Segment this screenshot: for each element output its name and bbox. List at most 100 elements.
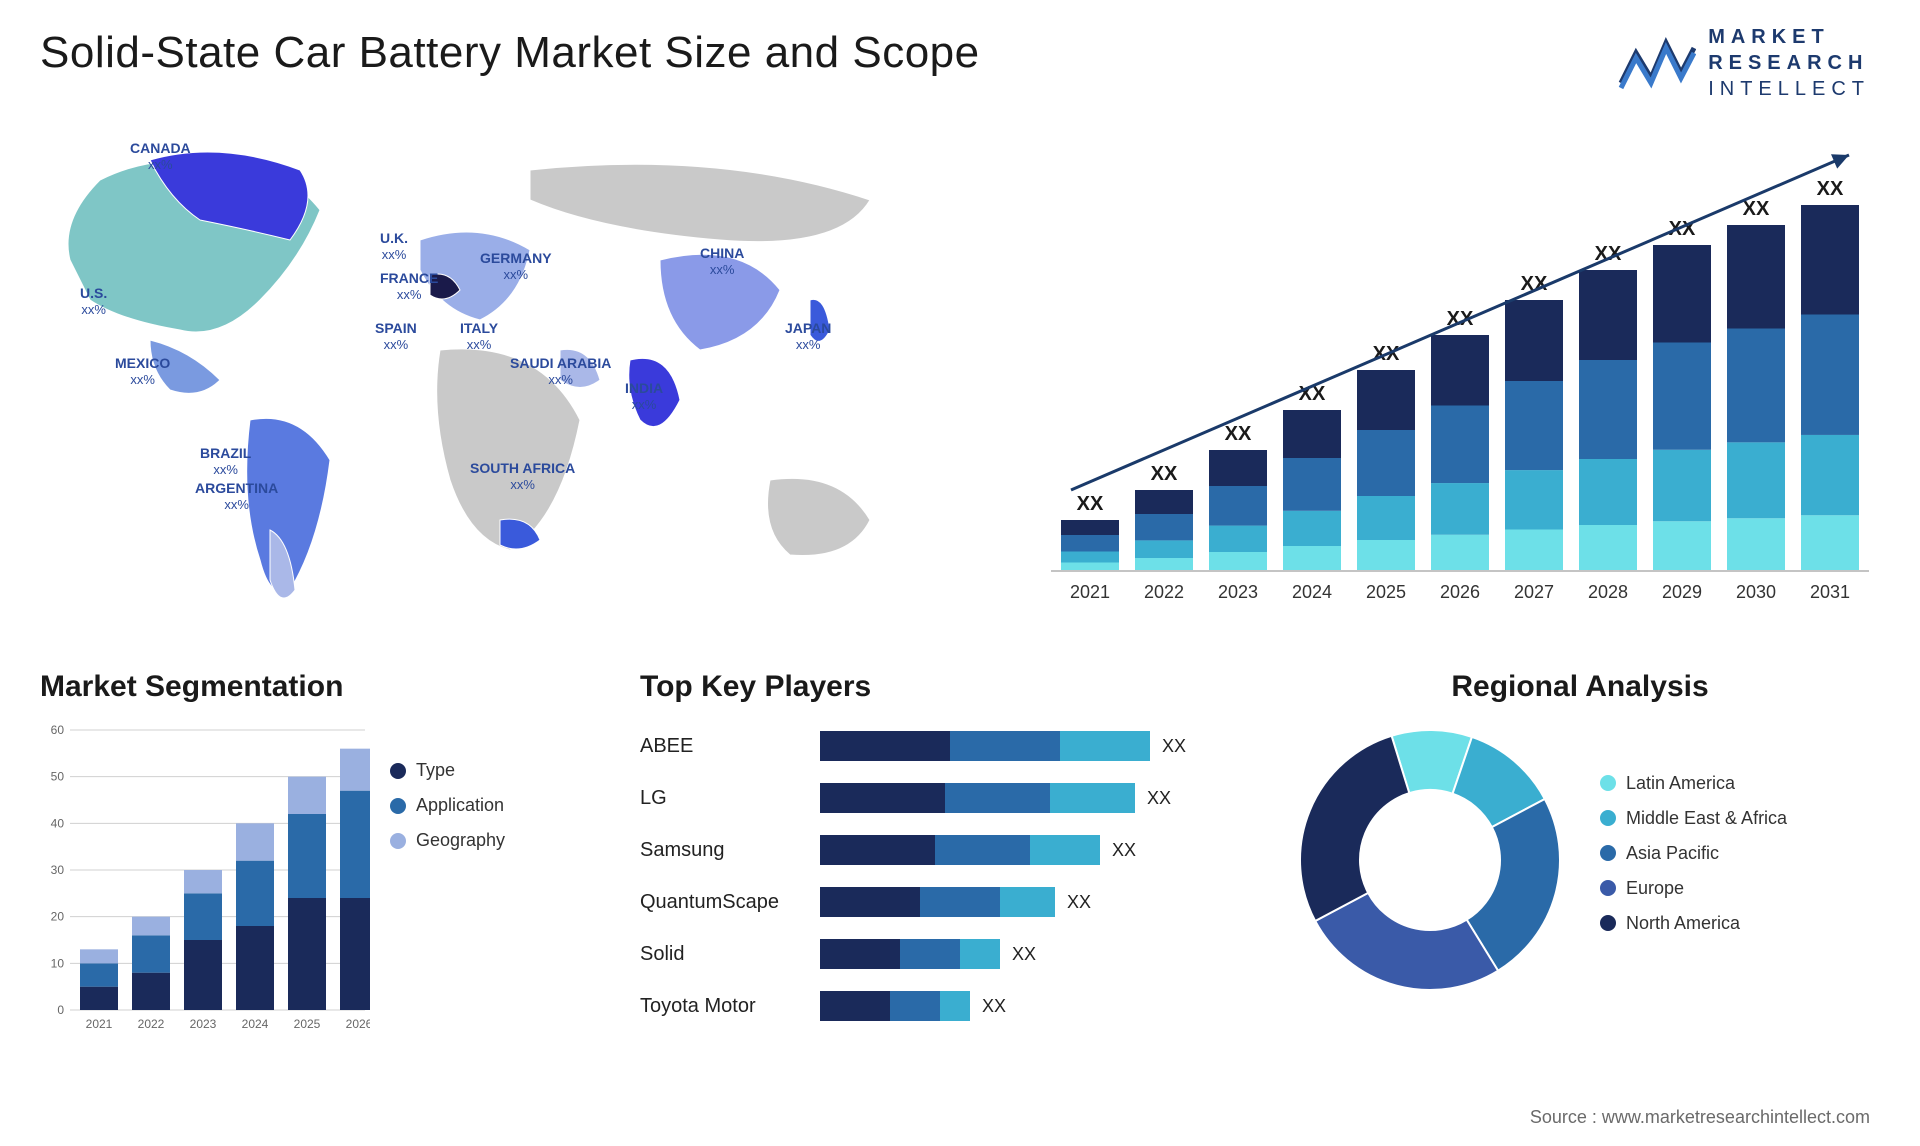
- svg-text:20: 20: [51, 910, 65, 924]
- big-bar-label: XX: [1743, 198, 1770, 220]
- regional-section: Regional Analysis Latin AmericaMiddle Ea…: [1290, 670, 1870, 1000]
- player-name: QuantumScape: [640, 891, 820, 914]
- player-value: XX: [1112, 840, 1136, 861]
- map-label-spain: SPAINxx%: [375, 320, 417, 352]
- big-bar-seg: [1061, 563, 1119, 571]
- map-label-us: U.S.xx%: [80, 285, 107, 317]
- map-region-australia: [768, 478, 871, 555]
- big-bar-year: 2022: [1144, 582, 1184, 602]
- map-label-japan: JAPANxx%: [785, 320, 831, 352]
- players-section: Top Key Players ABEEXXLGXXSamsungXXQuant…: [640, 670, 1260, 1032]
- market-size-chart: XX2021XX2022XX2023XX2024XX2025XX2026XX20…: [1050, 150, 1870, 620]
- seg-bar: [132, 973, 170, 1010]
- player-name: LG: [640, 787, 820, 810]
- svg-text:2026: 2026: [346, 1017, 370, 1031]
- svg-text:60: 60: [51, 723, 65, 737]
- logo-mark-icon: [1616, 33, 1696, 93]
- svg-text:30: 30: [51, 863, 65, 877]
- seg-bar: [184, 940, 222, 1010]
- big-bar-seg: [1357, 430, 1415, 496]
- map-label-france: FRANCExx%: [380, 270, 438, 302]
- seg-bar: [80, 987, 118, 1010]
- big-bar-seg: [1653, 245, 1711, 343]
- player-row: Toyota MotorXX: [640, 980, 1260, 1032]
- big-bar-year: 2030: [1736, 582, 1776, 602]
- segmentation-legend: TypeApplicationGeography: [390, 720, 505, 865]
- seg-bar: [80, 949, 118, 963]
- big-bar-seg: [1135, 490, 1193, 514]
- player-value: XX: [1162, 736, 1186, 757]
- map-label-uk: U.K.xx%: [380, 230, 408, 262]
- map-label-italy: ITALYxx%: [460, 320, 498, 352]
- big-bar-seg: [1431, 535, 1489, 570]
- big-bar-seg: [1579, 270, 1637, 360]
- big-bar-seg: [1801, 515, 1859, 570]
- player-value: XX: [1147, 788, 1171, 809]
- big-bar-seg: [1727, 225, 1785, 329]
- big-bar-seg: [1061, 520, 1119, 535]
- logo-line2: RESEARCH: [1708, 50, 1870, 76]
- big-bar-seg: [1283, 511, 1341, 546]
- seg-bar: [80, 963, 118, 986]
- big-bar-seg: [1579, 525, 1637, 570]
- seg-legend-item: Application: [390, 795, 505, 816]
- big-bar-seg: [1505, 530, 1563, 571]
- seg-bar: [340, 749, 370, 791]
- big-bar-seg: [1801, 205, 1859, 315]
- big-bar-year: 2027: [1514, 582, 1554, 602]
- seg-bar: [132, 935, 170, 972]
- big-bar-seg: [1653, 343, 1711, 450]
- big-bar-label: XX: [1151, 463, 1178, 485]
- big-bar-seg: [1135, 540, 1193, 558]
- regional-legend-item: Asia Pacific: [1600, 843, 1787, 864]
- map-label-india: INDIAxx%: [625, 380, 663, 412]
- big-bar-seg: [1579, 360, 1637, 459]
- big-bar-seg: [1431, 335, 1489, 406]
- big-bar-year: 2029: [1662, 582, 1702, 602]
- seg-bar: [132, 917, 170, 936]
- seg-bar: [184, 893, 222, 940]
- player-name: Toyota Motor: [640, 995, 820, 1018]
- svg-text:2021: 2021: [86, 1017, 113, 1031]
- seg-legend-item: Type: [390, 760, 505, 781]
- big-bar-seg: [1209, 526, 1267, 552]
- svg-text:50: 50: [51, 770, 65, 784]
- map-label-china: CHINAxx%: [700, 245, 744, 277]
- player-value: XX: [1067, 892, 1091, 913]
- players-title: Top Key Players: [640, 670, 1260, 704]
- seg-bar: [236, 861, 274, 926]
- player-row: Samsung XX: [640, 824, 1260, 876]
- player-bar: [820, 939, 1000, 969]
- big-bar-year: 2025: [1366, 582, 1406, 602]
- big-bar-seg: [1357, 496, 1415, 540]
- player-name: Samsung: [640, 839, 820, 862]
- seg-bar: [340, 898, 370, 1010]
- map-label-mexico: MEXICOxx%: [115, 355, 170, 387]
- big-bar-seg: [1135, 514, 1193, 540]
- big-bar-seg: [1061, 535, 1119, 552]
- big-bar-seg: [1653, 450, 1711, 522]
- big-bar-seg: [1209, 486, 1267, 526]
- regional-legend-item: North America: [1600, 913, 1787, 934]
- logo-line3: INTELLECT: [1708, 76, 1870, 102]
- player-row: SolidXX: [640, 928, 1260, 980]
- big-bar-year: 2026: [1440, 582, 1480, 602]
- regional-legend: Latin AmericaMiddle East & AfricaAsia Pa…: [1600, 773, 1787, 948]
- big-bar-seg: [1579, 459, 1637, 525]
- player-row: QuantumScape XX: [640, 876, 1260, 928]
- brand-logo: MARKET RESEARCH INTELLECT: [1616, 24, 1870, 102]
- seg-bar: [288, 814, 326, 898]
- map-label-brazil: BRAZILxx%: [200, 445, 251, 477]
- big-bar-label: XX: [1225, 423, 1252, 445]
- regional-legend-item: Europe: [1600, 878, 1787, 899]
- player-bar: [820, 731, 1150, 761]
- seg-bar: [236, 926, 274, 1010]
- player-row: LG XX: [640, 772, 1260, 824]
- map-label-saudiarabia: SAUDI ARABIAxx%: [510, 355, 611, 387]
- player-bar: [820, 887, 1055, 917]
- regional-title: Regional Analysis: [1290, 670, 1870, 704]
- big-bar-seg: [1283, 410, 1341, 458]
- map-label-canada: CANADAxx%: [130, 140, 191, 172]
- player-row: ABEEXX: [640, 720, 1260, 772]
- svg-text:10: 10: [51, 956, 65, 970]
